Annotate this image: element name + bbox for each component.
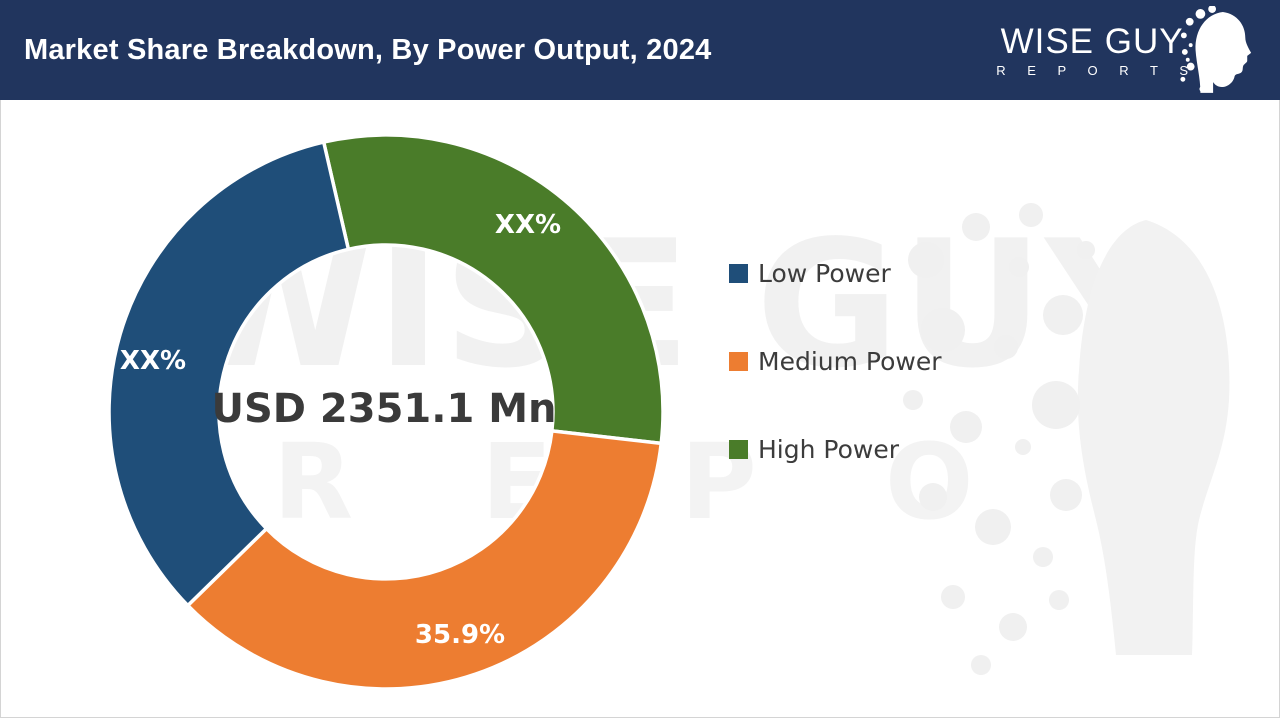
wise-guy-logo: WISE GUY R E P O R T S [996,6,1256,94]
segment-high-power [321,133,665,446]
legend-label: High Power [758,434,899,464]
donut-chart: XX% XX% 35.9% USD 2351.1 Mn [107,133,665,691]
page-title: Market Share Breakdown, By Power Output,… [24,33,712,66]
header-bar: Market Share Breakdown, By Power Output,… [0,0,1280,100]
legend-label: Low Power [758,258,891,288]
legend-item-medium-power: Medium Power [729,346,942,376]
legend-swatch-high-power [729,439,748,459]
chart-legend: Low Power Medium Power High Power [729,258,942,522]
label-high-power-pct: XX% [495,210,561,240]
legend-swatch-low-power [729,263,748,283]
label-medium-power-pct: 35.9% [415,620,505,650]
legend-item-low-power: Low Power [729,258,942,288]
chart-center-value: USD 2351.1 Mn [212,386,557,432]
segment-medium-power [186,429,663,691]
logo-text: WISE GUY R E P O R T S [996,24,1188,77]
logo-subtitle: R E P O R T S [996,62,1197,78]
logo-name: WISE GUY [1000,21,1184,61]
segment-low-power [107,140,351,608]
legend-swatch-medium-power [729,351,748,371]
logo-face-icon [1180,6,1252,93]
chart-area: WISE GUY R E P O R T S [0,100,1280,718]
legend-label: Medium Power [758,346,942,376]
label-low-power-pct: XX% [120,346,186,376]
legend-item-high-power: High Power [729,434,942,464]
